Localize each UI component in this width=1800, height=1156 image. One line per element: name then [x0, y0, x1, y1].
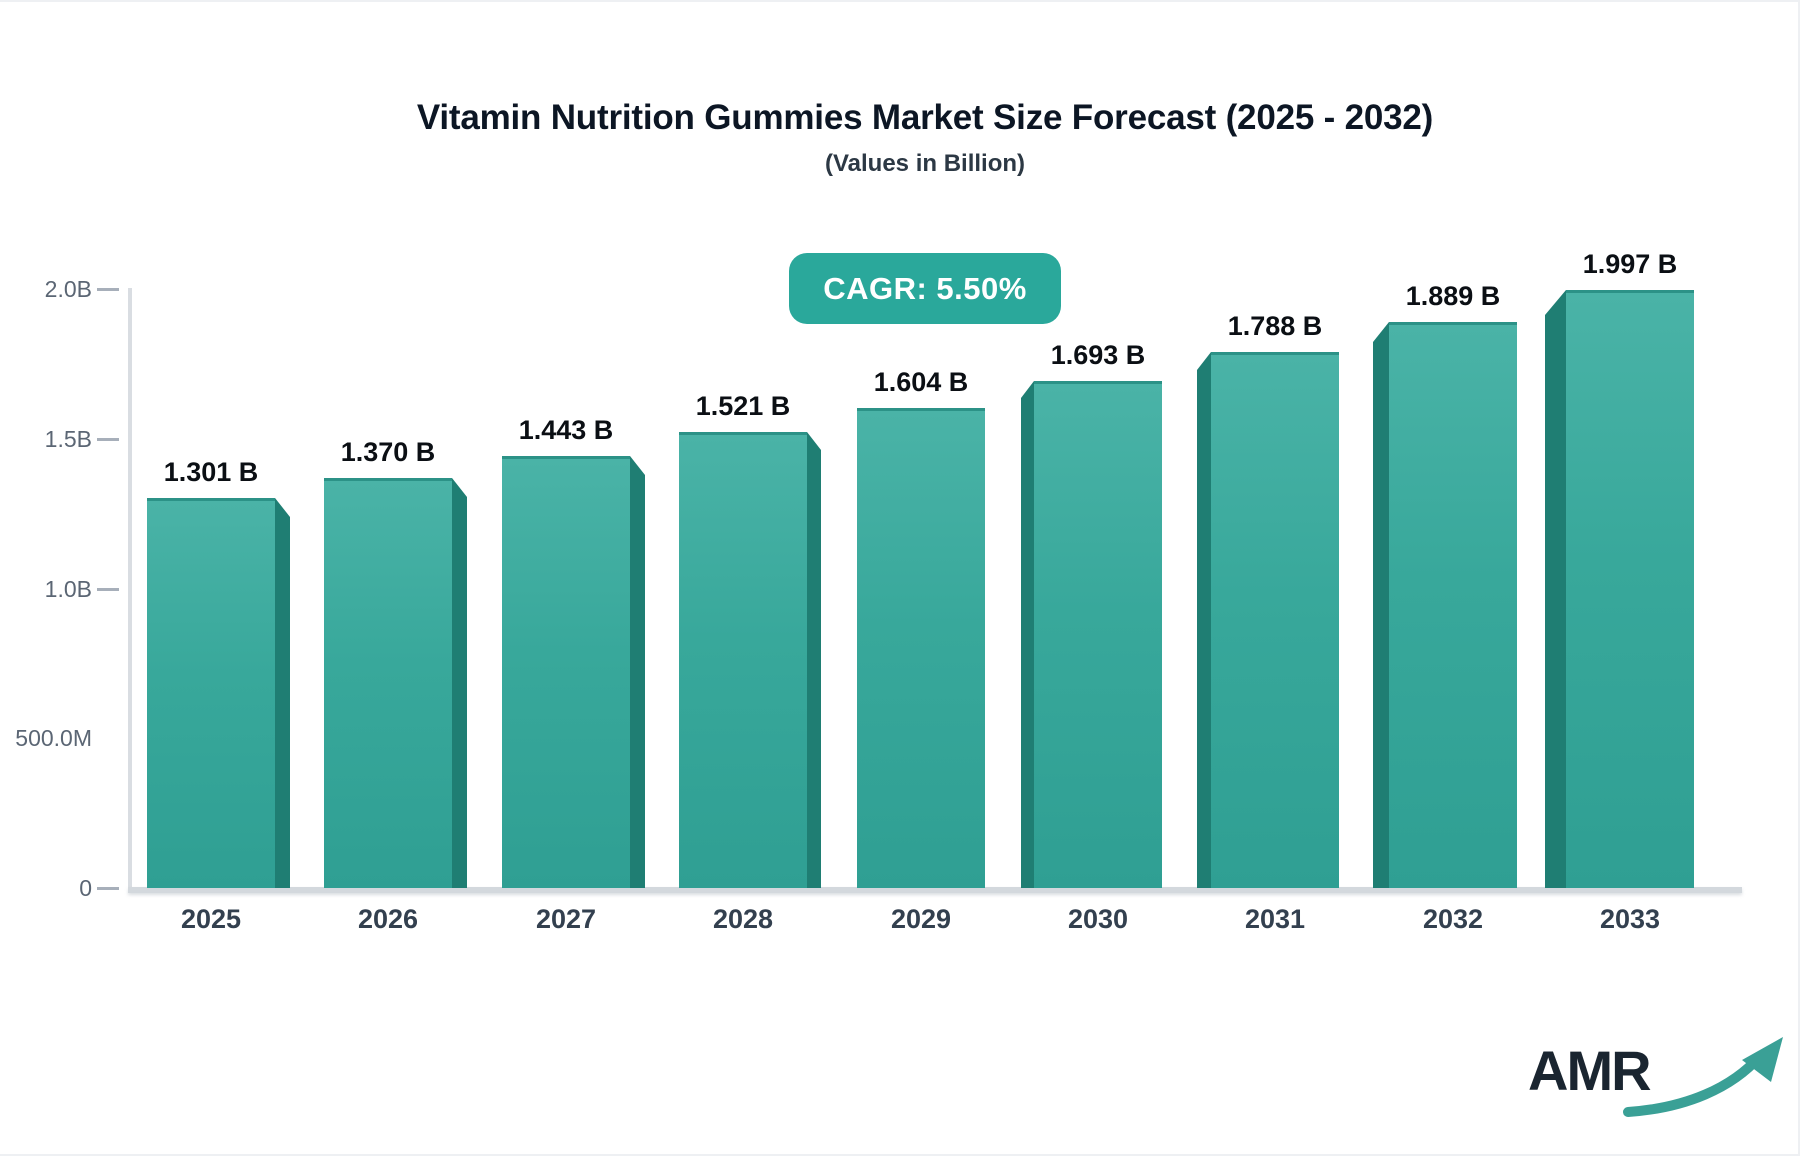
y-axis-tick-label: 500.0M	[15, 725, 92, 751]
bar-2026[interactable]	[324, 478, 452, 888]
y-axis-tick-label: 2.0B	[44, 276, 92, 302]
bar-2032[interactable]	[1389, 322, 1517, 888]
y-axis-tick-dash	[97, 588, 119, 591]
bar-value-label-2033: 1.997 B	[1582, 249, 1678, 279]
bar-value-label-2032: 1.889 B	[1405, 281, 1501, 311]
bar-2031-side[interactable]	[1197, 352, 1211, 888]
amr-logo-text: AMR	[1528, 1039, 1652, 1102]
y-axis-tick-label: 1.5B	[44, 426, 92, 452]
bar-2025-side[interactable]	[275, 498, 290, 888]
y-axis-tick-label: 0	[79, 875, 92, 901]
y-axis-line	[128, 288, 132, 888]
x-axis-label-2032: 2032	[1422, 904, 1484, 934]
x-axis-label-2029: 2029	[890, 904, 952, 934]
bar-value-label-2026: 1.370 B	[340, 437, 436, 467]
x-axis-label-2027: 2027	[535, 904, 597, 934]
bar-2028-side[interactable]	[807, 432, 821, 888]
chart-title: Vitamin Nutrition Gummies Market Size Fo…	[416, 98, 1434, 137]
x-axis-label-2030: 2030	[1067, 904, 1129, 934]
x-axis-label-2031: 2031	[1244, 904, 1306, 934]
x-axis-label-2026: 2026	[357, 904, 419, 934]
bar-value-label-2031: 1.788 B	[1227, 311, 1323, 341]
amr-logo[interactable]: AMR	[1528, 1030, 1783, 1122]
bar-2033-side[interactable]	[1545, 290, 1566, 888]
y-axis-tick-dash	[97, 887, 119, 890]
bar-value-label-2030: 1.693 B	[1050, 340, 1146, 370]
x-axis-label-2033: 2033	[1599, 904, 1661, 934]
bar-2029[interactable]	[857, 408, 985, 888]
bar-2033[interactable]	[1566, 290, 1694, 888]
bar-2028[interactable]	[679, 432, 807, 888]
x-axis-label-2025: 2025	[180, 904, 242, 934]
x-axis-baseline	[128, 887, 1742, 893]
y-axis-tick-label: 1.0B	[44, 576, 92, 602]
chart-subtitle: (Values in Billion)	[824, 150, 1026, 177]
bar-2031[interactable]	[1211, 352, 1339, 888]
bar-2030[interactable]	[1034, 381, 1162, 888]
bar-value-label-2029: 1.604 B	[873, 367, 969, 397]
x-axis-label-2028: 2028	[712, 904, 774, 934]
bar-2027-side[interactable]	[630, 456, 645, 888]
bar-2030-side[interactable]	[1021, 381, 1034, 888]
y-axis-tick-dash	[97, 438, 119, 441]
y-axis-tick-dash	[97, 288, 119, 291]
bar-value-label-2028: 1.521 B	[695, 391, 791, 421]
bar-value-label-2025: 1.301 B	[163, 457, 259, 487]
amr-logo-arrow-icon	[1623, 1037, 1783, 1117]
bar-2026-side[interactable]	[452, 478, 467, 888]
cagr-badge: CAGR: 5.50%	[789, 253, 1061, 324]
bar-2025[interactable]	[147, 498, 275, 888]
cagr-badge-label: CAGR: 5.50%	[823, 270, 1027, 306]
bar-2032-side[interactable]	[1373, 322, 1389, 888]
bar-value-label-2027: 1.443 B	[518, 415, 614, 445]
bar-2027[interactable]	[502, 456, 630, 888]
